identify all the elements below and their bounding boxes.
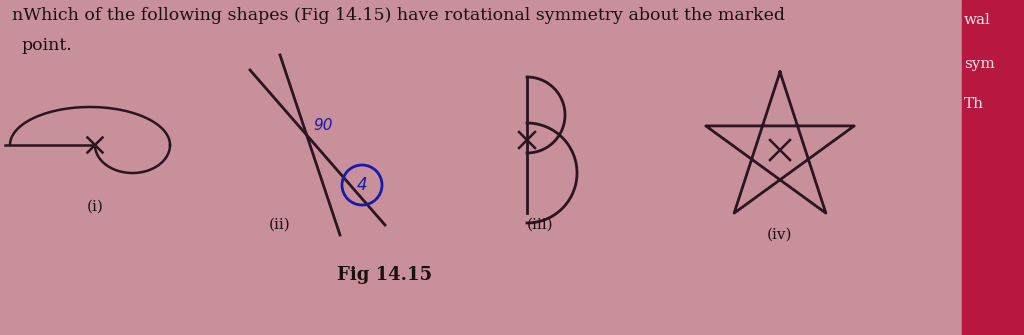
Text: wal: wal bbox=[964, 13, 991, 27]
Text: (i): (i) bbox=[87, 200, 103, 214]
Text: Fig 14.15: Fig 14.15 bbox=[338, 266, 432, 284]
Text: 90: 90 bbox=[313, 118, 333, 133]
Text: (ii): (ii) bbox=[269, 218, 291, 232]
Text: point.: point. bbox=[22, 37, 73, 54]
Text: (iv): (iv) bbox=[767, 228, 793, 242]
Text: Th: Th bbox=[964, 97, 984, 111]
Text: sym: sym bbox=[964, 57, 994, 71]
Text: nWhich of the following shapes (Fig 14.15) have rotational symmetry about the ma: nWhich of the following shapes (Fig 14.1… bbox=[12, 7, 785, 24]
Text: 4: 4 bbox=[356, 176, 368, 194]
Bar bbox=[962, 0, 1024, 335]
Text: (iii): (iii) bbox=[526, 218, 553, 232]
